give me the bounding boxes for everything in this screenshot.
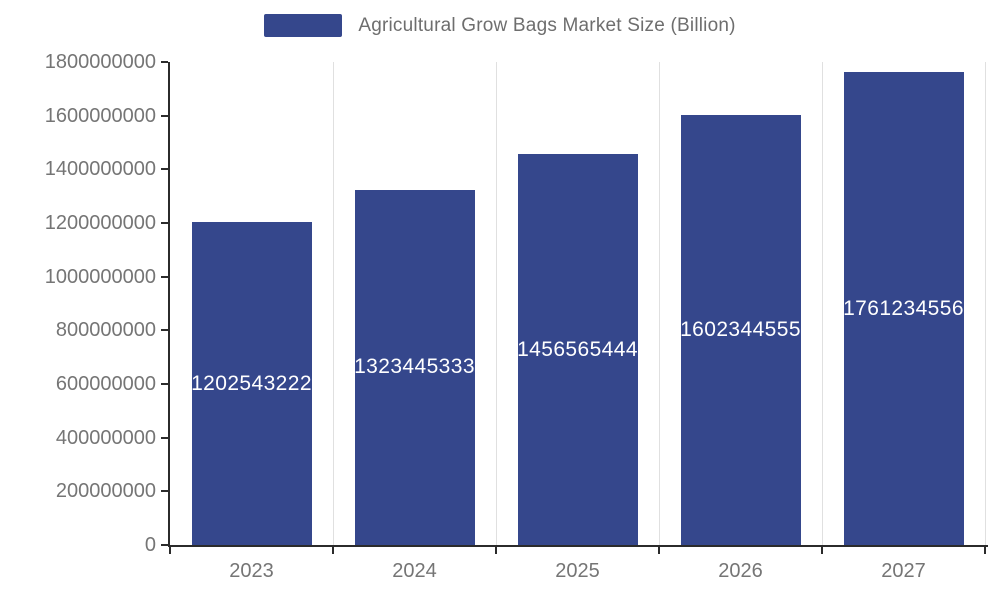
y-tick-label: 1600000000 <box>44 104 156 127</box>
y-tick-label: 1400000000 <box>44 158 156 181</box>
y-tick-label: 400000000 <box>55 426 156 449</box>
y-tick-label: 1000000000 <box>44 265 156 288</box>
x-grid-line <box>984 62 986 545</box>
bar: 1202543222 <box>191 222 312 545</box>
bar-value-label: 1202543222 <box>191 371 312 395</box>
x-grid-line <box>658 62 660 545</box>
x-axis-tick-label: 2027 <box>881 560 926 582</box>
y-tick-mark <box>161 490 168 493</box>
x-axis-line <box>168 545 988 547</box>
y-tick-mark <box>161 114 168 117</box>
x-tick-mark <box>658 547 660 554</box>
y-tick-label: 1200000000 <box>44 212 156 234</box>
y-tick-mark <box>161 168 168 171</box>
bar: 1602344555 <box>680 115 801 545</box>
y-tick-mark <box>161 436 168 439</box>
y-tick-label: 1800000000 <box>44 51 156 73</box>
y-tick-label: 600000000 <box>55 373 156 395</box>
x-grid-line <box>821 62 823 545</box>
y-tick-mark <box>161 329 168 332</box>
y-tick-label: 800000000 <box>55 319 156 342</box>
x-axis-tick-label: 2023 <box>229 560 274 582</box>
x-tick-mark <box>495 547 497 554</box>
y-tick-label: 200000000 <box>55 480 156 503</box>
legend-label: Agricultural Grow Bags Market Size (Bill… <box>358 14 736 36</box>
x-tick-mark <box>821 547 823 554</box>
bar-value-label: 1323445333 <box>354 355 475 379</box>
x-grid-line <box>332 62 334 545</box>
bar: 1456565444 <box>517 154 638 545</box>
y-tick-mark <box>161 222 168 224</box>
x-axis-tick-label: 2024 <box>392 560 437 582</box>
bar-value-label: 1456565444 <box>517 337 638 361</box>
y-tick-mark <box>161 383 168 385</box>
y-tick-mark <box>161 544 168 546</box>
legend: Agricultural Grow Bags Market Size (Bill… <box>0 14 1000 37</box>
x-axis-tick-label: 2025 <box>555 560 600 582</box>
bar: 1761234556 <box>843 72 964 545</box>
bar-value-label: 1761234556 <box>843 296 964 320</box>
legend-swatch <box>264 14 343 37</box>
x-tick-mark <box>169 547 171 554</box>
bar-value-label: 1602344555 <box>680 318 801 341</box>
y-tick-label: 0 <box>144 534 156 556</box>
x-tick-mark <box>332 547 334 554</box>
y-tick-mark <box>161 275 168 278</box>
bar: 1323445333 <box>354 189 475 545</box>
x-axis-tick-label: 2026 <box>718 560 763 582</box>
y-axis-line <box>168 62 170 547</box>
x-grid-line <box>495 62 497 545</box>
x-tick-mark <box>984 547 986 554</box>
y-tick-mark <box>161 61 168 63</box>
